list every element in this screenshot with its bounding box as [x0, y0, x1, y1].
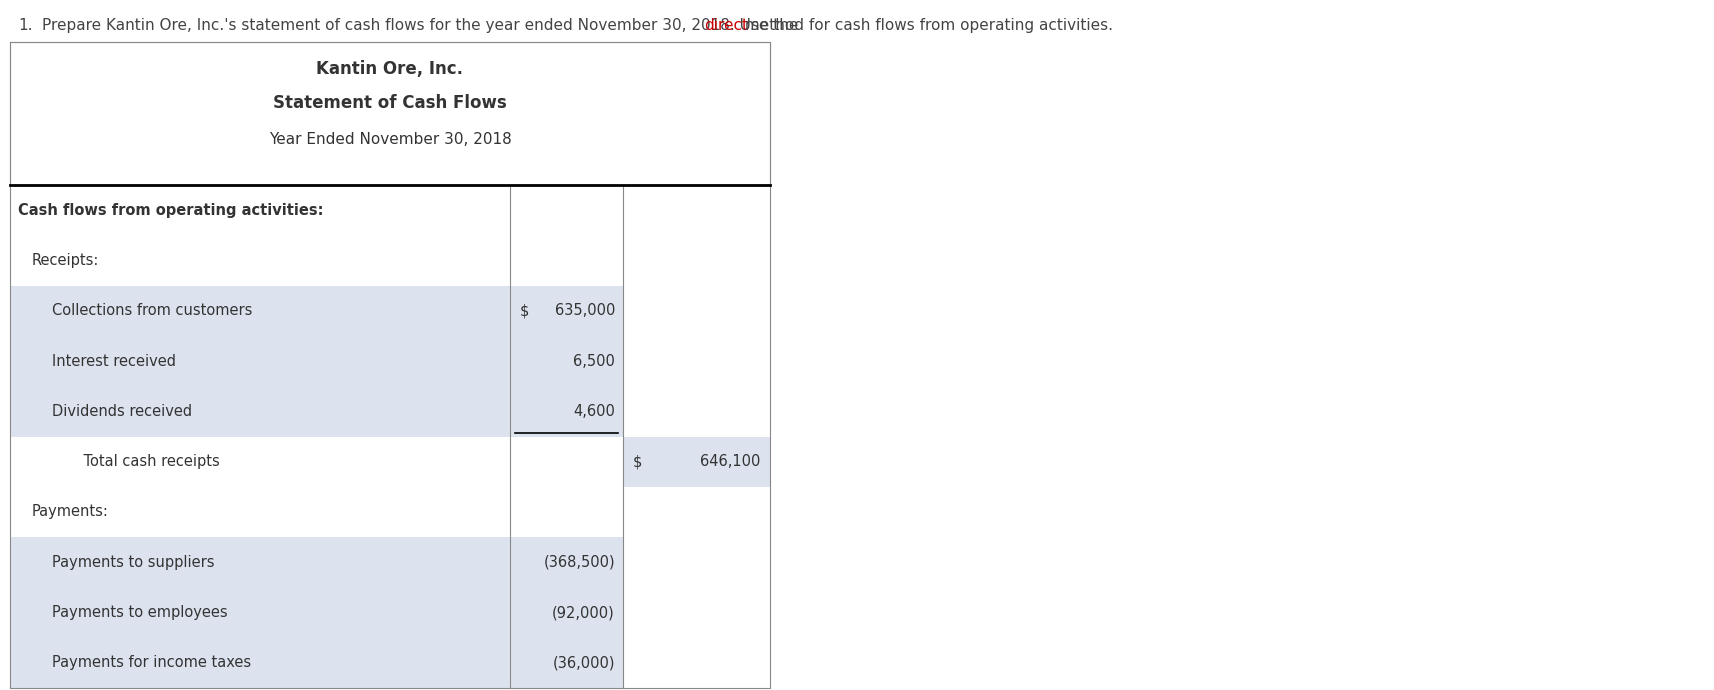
Bar — [10, 42, 770, 185]
Text: Statement of Cash Flows: Statement of Cash Flows — [273, 94, 507, 112]
Bar — [10, 386, 622, 437]
Bar — [10, 336, 622, 386]
Text: Dividends received: Dividends received — [51, 404, 192, 419]
Text: Interest received: Interest received — [51, 353, 177, 368]
Bar — [10, 286, 622, 336]
Text: 635,000: 635,000 — [554, 303, 615, 318]
Text: Kantin Ore, Inc.: Kantin Ore, Inc. — [317, 60, 463, 78]
Text: Payments to employees: Payments to employees — [51, 605, 228, 620]
Text: Payments for income taxes: Payments for income taxes — [51, 656, 250, 671]
Text: (368,500): (368,500) — [543, 555, 615, 570]
Text: Cash flows from operating activities:: Cash flows from operating activities: — [17, 203, 324, 217]
Text: 1.: 1. — [17, 18, 33, 33]
Text: direct: direct — [703, 18, 747, 33]
Text: Payments to suppliers: Payments to suppliers — [51, 555, 214, 570]
Text: Year Ended November 30, 2018: Year Ended November 30, 2018 — [269, 132, 511, 147]
Bar — [10, 638, 622, 688]
Text: 6,500: 6,500 — [572, 353, 615, 368]
Text: method for cash flows from operating activities.: method for cash flows from operating act… — [739, 18, 1112, 33]
Text: 4,600: 4,600 — [572, 404, 615, 419]
Text: 646,100: 646,100 — [699, 454, 759, 469]
Bar — [10, 587, 622, 638]
Text: (36,000): (36,000) — [552, 656, 615, 671]
Bar — [622, 437, 770, 487]
Text: $: $ — [519, 303, 530, 318]
Text: (92,000): (92,000) — [552, 605, 615, 620]
Text: Receipts:: Receipts: — [33, 253, 99, 268]
Text: Prepare Kantin Ore, Inc.'s statement of cash flows for the year ended November 3: Prepare Kantin Ore, Inc.'s statement of … — [41, 18, 802, 33]
Text: $: $ — [632, 454, 643, 469]
Text: Total cash receipts: Total cash receipts — [65, 454, 219, 469]
Text: Payments:: Payments: — [33, 504, 108, 520]
Bar — [10, 537, 622, 587]
Text: Collections from customers: Collections from customers — [51, 303, 252, 318]
